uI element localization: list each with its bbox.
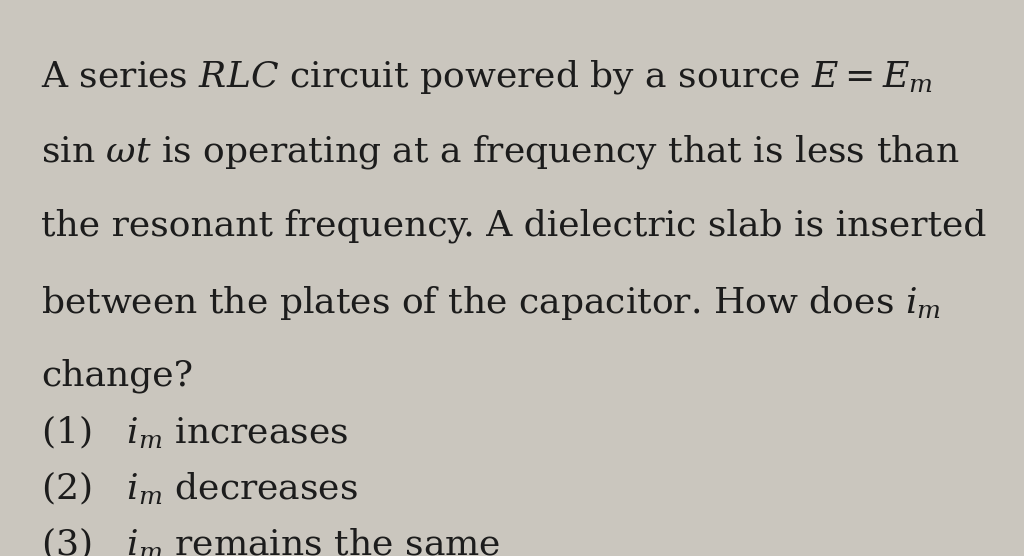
Text: sin $\omega t$ is operating at a frequency that is less than: sin $\omega t$ is operating at a frequen… [41, 133, 959, 171]
Text: (2)   $i_m$ decreases: (2) $i_m$ decreases [41, 470, 358, 507]
Text: change?: change? [41, 359, 193, 393]
Text: the resonant frequency. A dielectric slab is inserted: the resonant frequency. A dielectric sla… [41, 208, 986, 243]
Text: between the plates of the capacitor. How does $i_m$: between the plates of the capacitor. How… [41, 284, 941, 321]
Text: (1)   $i_m$ increases: (1) $i_m$ increases [41, 414, 348, 451]
Text: A series $\mathit{RLC}$ circuit powered by a source $E = E_m$: A series $\mathit{RLC}$ circuit powered … [41, 58, 933, 96]
Text: (3)   $i_m$ remains the same: (3) $i_m$ remains the same [41, 525, 501, 556]
